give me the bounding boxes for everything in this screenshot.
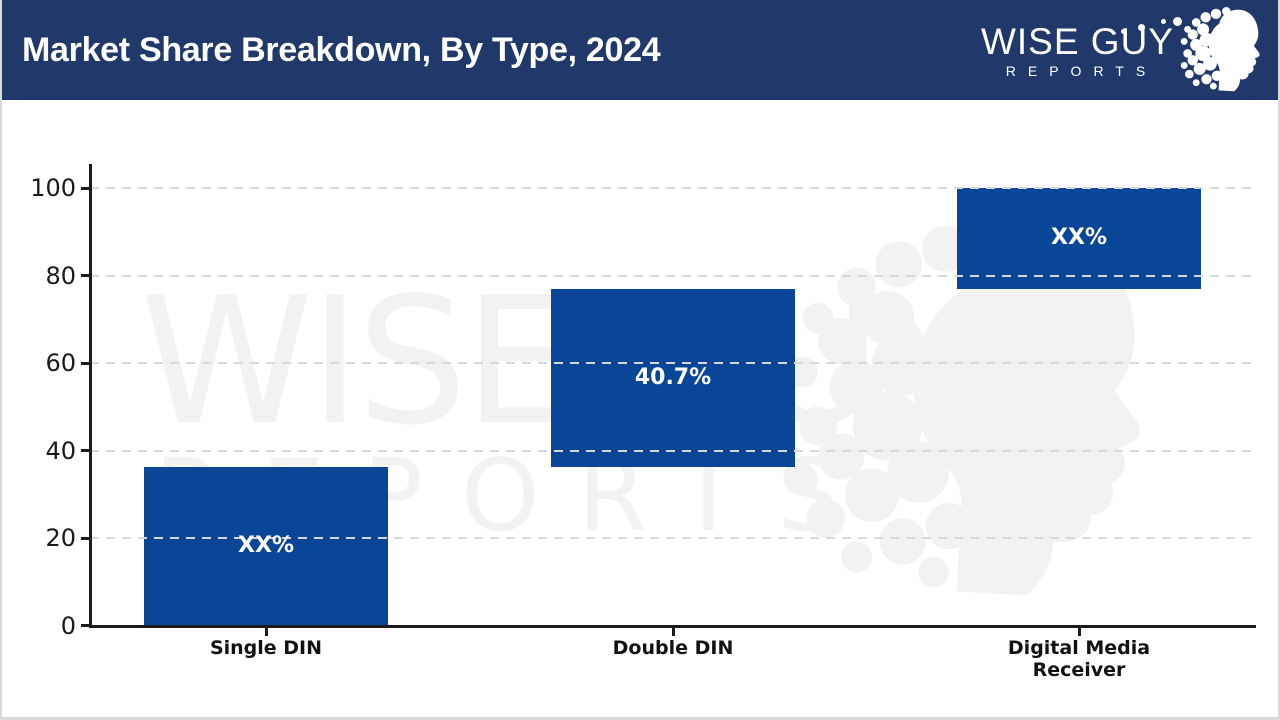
gridline-100 <box>90 187 1255 189</box>
bar-label-single-din: XX% <box>238 533 294 559</box>
y-axis-label-20: 20 <box>45 524 76 552</box>
gridline-60 <box>90 362 1255 364</box>
x-tick-digital-media-receiver <box>1077 627 1081 636</box>
y-tick-20 <box>81 536 90 540</box>
y-axis-label-100: 100 <box>30 174 76 202</box>
logo-subtext: REPORTS <box>1005 62 1158 79</box>
y-tick-80 <box>81 274 90 277</box>
y-axis-label-60: 60 <box>45 349 76 377</box>
logo-wordmark: WISE GUY <box>980 20 1174 62</box>
bar-double-din <box>551 288 795 467</box>
x-tick-single-din <box>264 627 268 636</box>
gridline-20 <box>90 537 1255 539</box>
logo-wordmark-block: WISE GUY REPORTS <box>980 20 1174 79</box>
x-axis-label-double-din: Double DIN <box>612 637 734 659</box>
bar-label-double-din: 40.7% <box>634 364 712 390</box>
logo-accent-dots-icon <box>1161 19 1166 24</box>
bar-label-digital-media-receiver: XX% <box>1051 225 1107 251</box>
dotted-face-icon <box>1176 7 1268 93</box>
y-tick-40 <box>81 449 90 452</box>
y-axis-label-80: 80 <box>45 261 76 290</box>
x-axis-line <box>89 625 1256 628</box>
gridline-40 <box>90 449 1255 452</box>
x-axis-label-digital-media-receiver: Digital Media Receiver <box>1007 637 1151 681</box>
y-tick-0 <box>81 624 90 627</box>
x-tick-double-din <box>671 627 675 636</box>
y-axis-label-0: 0 <box>60 611 76 640</box>
chart-title: Market Share Breakdown, By Type, 2024 <box>22 30 661 69</box>
bar-digital-media-receiver <box>957 188 1201 289</box>
brand-logo: WISE GUY REPORTS <box>981 7 1268 93</box>
bar-single-din <box>144 466 388 626</box>
y-axis-label-40: 40 <box>45 436 76 465</box>
gridline-80 <box>90 274 1255 277</box>
y-tick-100 <box>81 186 90 190</box>
header-bar: Market Share Breakdown, By Type, 2024 WI… <box>2 0 1278 100</box>
x-axis-label-single-din: Single DIN <box>209 637 323 659</box>
y-axis-line <box>89 164 92 628</box>
y-tick-60 <box>81 361 90 365</box>
